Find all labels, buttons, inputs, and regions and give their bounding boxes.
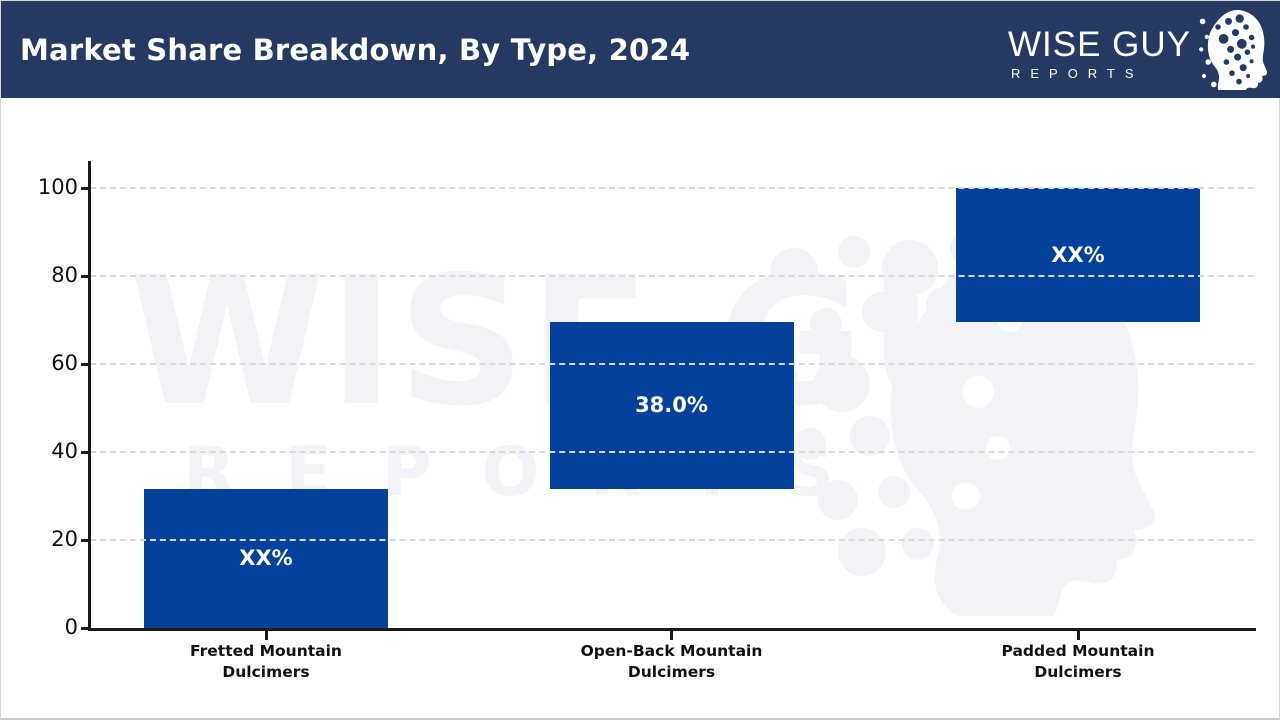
gridline	[90, 275, 1254, 277]
x-tick-label: Open-Back Mountain Dulcimers	[512, 641, 832, 683]
gridline	[90, 451, 1254, 453]
y-tick-mark	[81, 539, 90, 542]
bar-value-label: XX%	[1051, 242, 1105, 267]
y-tick-label: 80	[51, 263, 78, 287]
x-tick-label-line: Dulcimers	[222, 663, 310, 681]
y-tick-label: 100	[37, 175, 78, 199]
y-tick-mark	[81, 187, 90, 190]
y-tick-label: 40	[51, 439, 78, 463]
x-tick-mark	[670, 631, 673, 640]
y-tick-mark	[81, 275, 90, 278]
x-tick-label: Fretted Mountain Dulcimers	[106, 641, 426, 683]
y-axis-line	[88, 161, 91, 631]
wiseguy-face-icon	[1197, 6, 1268, 101]
y-tick-label: 20	[51, 527, 78, 551]
header-bar: Market Share Breakdown, By Type, 2024 WI…	[1, 1, 1280, 101]
x-tick-label-line: Dulcimers	[1034, 663, 1122, 681]
x-tick-label: Padded Mountain Dulcimers	[918, 641, 1238, 683]
page-title: Market Share Breakdown, By Type, 2024	[20, 32, 691, 67]
x-tick-label-line: Open-Back Mountain	[580, 642, 763, 660]
y-tick-label: 60	[51, 351, 78, 375]
wiseguy-logo-text: WISE GUY REPORTS	[1007, 24, 1191, 81]
x-tick-mark	[1076, 631, 1080, 640]
gridline	[90, 187, 1254, 189]
x-tick-label-line: Fretted Mountain	[190, 642, 342, 660]
wiseguy-logo: WISE GUY REPORTS	[1007, 6, 1268, 101]
bar-value-label: 38.0%	[635, 393, 708, 418]
bar-segment: XX%	[144, 488, 388, 628]
y-tick-mark	[81, 627, 90, 630]
x-tick-mark	[264, 631, 268, 640]
x-tick-label-line: Dulcimers	[627, 663, 716, 681]
bar-segment: XX%	[956, 188, 1200, 322]
logo-subtitle-text: REPORTS	[1010, 65, 1144, 81]
x-axis-line	[88, 628, 1256, 631]
y-tick-mark	[81, 363, 90, 366]
bar-value-label: XX%	[239, 546, 293, 571]
y-tick-label: 0	[64, 615, 78, 639]
logo-brand-text: WISE GUY	[1007, 24, 1191, 64]
gridline	[90, 363, 1254, 365]
y-tick-mark	[81, 451, 90, 454]
x-tick-label-line: Padded Mountain	[1001, 642, 1155, 660]
bar-segment: 38.0%	[549, 321, 794, 489]
gridline	[90, 539, 1254, 541]
